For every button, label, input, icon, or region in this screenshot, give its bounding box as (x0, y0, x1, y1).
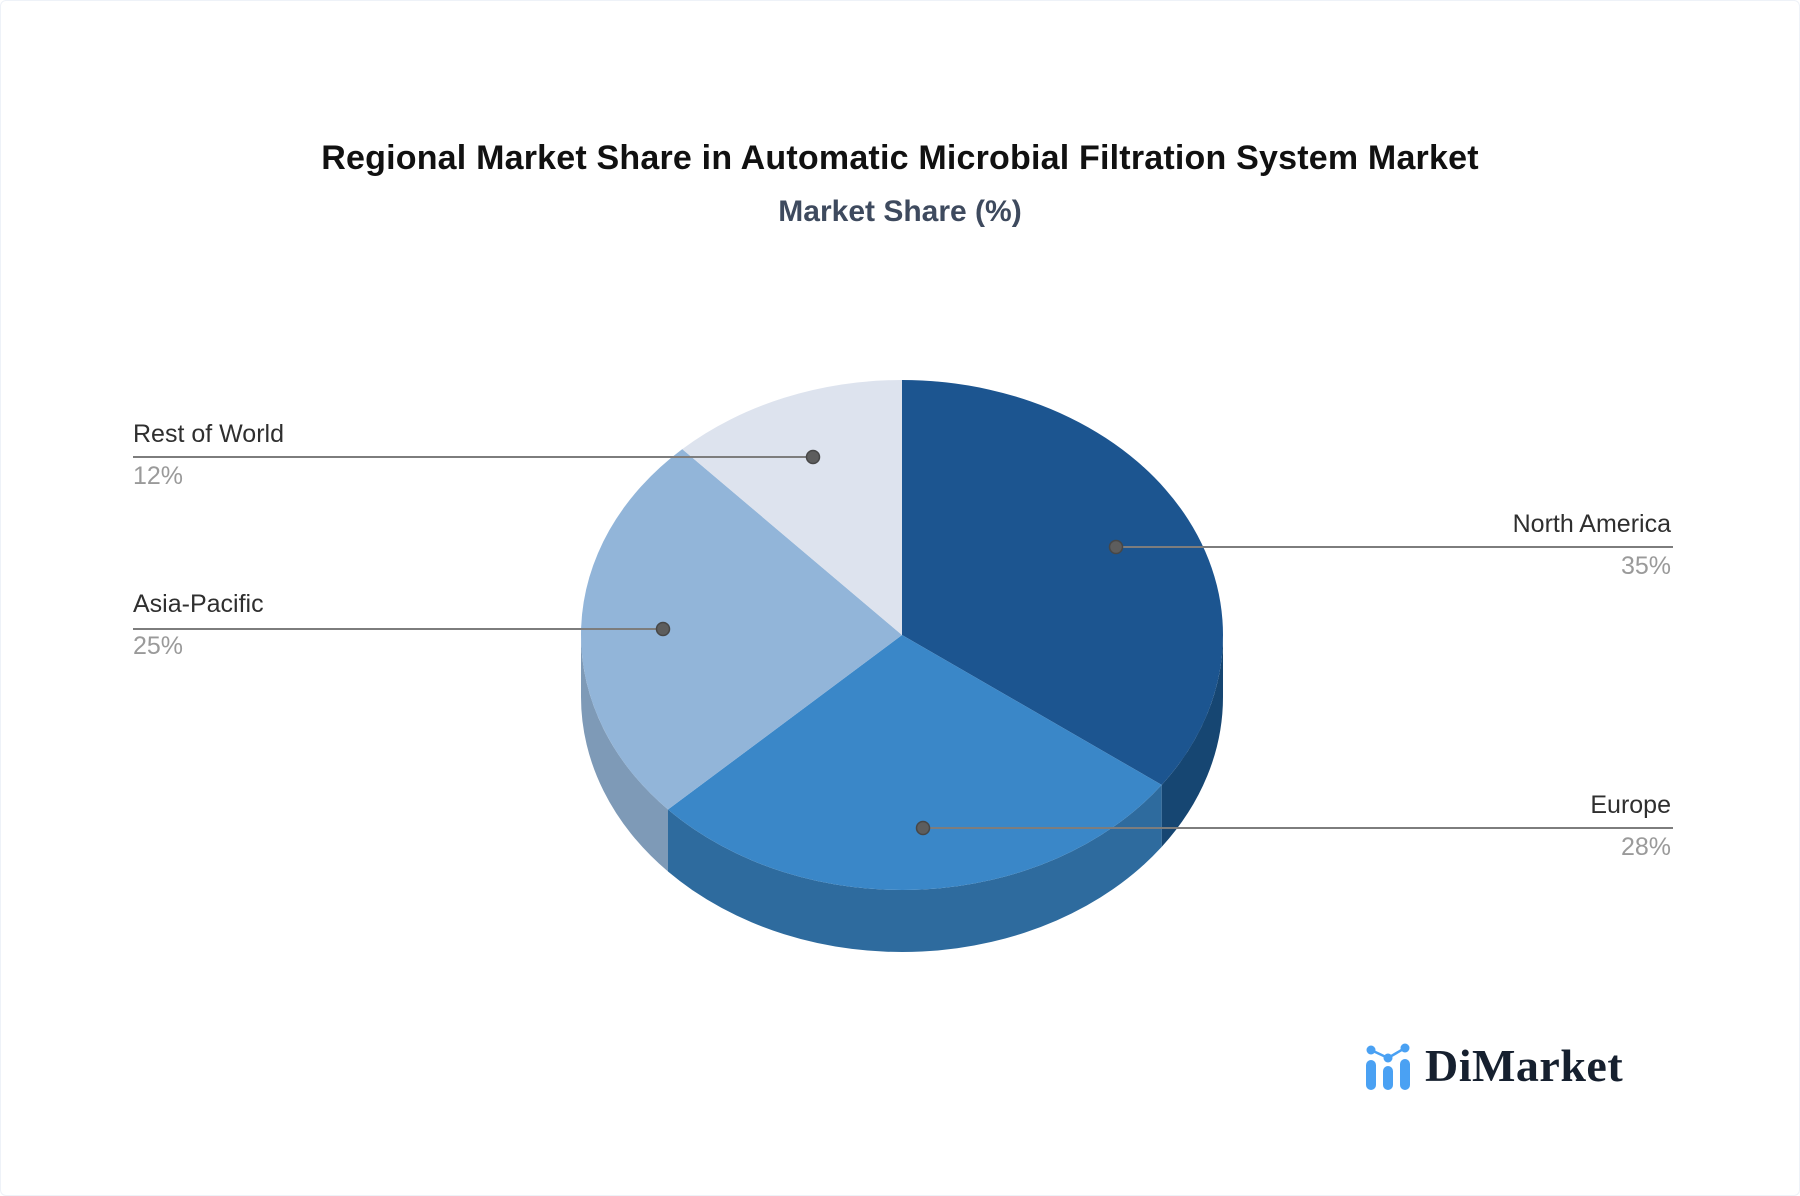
leader-dot-north-america (1108, 539, 1124, 555)
bar-line-chart-icon (1366, 1043, 1410, 1090)
pie-side-europe (668, 784, 1162, 953)
pie-side-north-america (1161, 635, 1223, 847)
slice-label: North America (1512, 510, 1671, 538)
brand-logo-text: DiMarket (1425, 1040, 1624, 1091)
callout-north-america: North America 35% (1513, 510, 1671, 580)
brand-logo: DiMarket (1364, 1039, 1623, 1092)
pie-slice-asia-pacific[interactable] (580, 449, 902, 810)
pie-side-asia-pacific (581, 635, 668, 872)
slice-percent: 12% (133, 462, 184, 490)
chart-subtitle: Market Share (%) (778, 195, 1022, 228)
callout-asia-pacific: Asia-Pacific 25% (133, 590, 264, 660)
logo-dot (1383, 1053, 1393, 1062)
logo-bar (1366, 1059, 1376, 1090)
logo-bar (1383, 1065, 1393, 1090)
logo-dot (1400, 1043, 1410, 1052)
slice-label: Rest of World (133, 420, 284, 448)
pie-slice-europe[interactable] (668, 635, 1162, 891)
leader-dot-rest-of-world (805, 449, 821, 465)
leader-dot-asia-pacific (655, 621, 671, 637)
logo-dot (1366, 1045, 1376, 1054)
slice-label: Asia-Pacific (133, 590, 264, 618)
slice-label: Europe (1590, 791, 1671, 819)
callout-europe: Europe 28% (1590, 791, 1671, 861)
leader-dot-europe (915, 820, 931, 836)
chart-title: Regional Market Share in Automatic Micro… (321, 139, 1479, 177)
callout-rest-of-world: Rest of World 12% (133, 420, 284, 490)
slice-percent: 25% (133, 632, 184, 660)
slice-percent: 35% (1620, 552, 1671, 580)
pie-slice-rest-of-world[interactable] (682, 380, 902, 635)
pie-slice-north-america[interactable] (902, 380, 1223, 785)
slice-percent: 28% (1620, 833, 1671, 861)
logo-bar (1400, 1058, 1410, 1090)
